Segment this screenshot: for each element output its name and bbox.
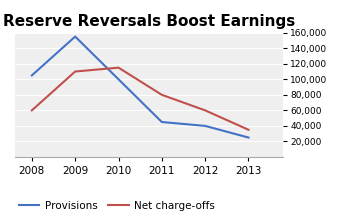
Net charge-offs (246, 128, 251, 131)
Net charge-offs (203, 109, 207, 112)
Provisions (116, 78, 121, 81)
Provisions (203, 124, 207, 127)
Provisions (73, 35, 77, 38)
Provisions (30, 74, 34, 77)
Legend: Provisions, Net charge-offs: Provisions, Net charge-offs (15, 197, 219, 215)
Net charge-offs (160, 94, 164, 96)
Title: Reserve Reversals Boost Earnings: Reserve Reversals Boost Earnings (3, 14, 295, 29)
Line: Net charge-offs: Net charge-offs (32, 68, 249, 130)
Net charge-offs (30, 109, 34, 112)
Provisions (160, 121, 164, 123)
Net charge-offs (116, 66, 121, 69)
Net charge-offs (73, 70, 77, 73)
Line: Provisions: Provisions (32, 37, 249, 138)
Provisions (246, 136, 251, 139)
